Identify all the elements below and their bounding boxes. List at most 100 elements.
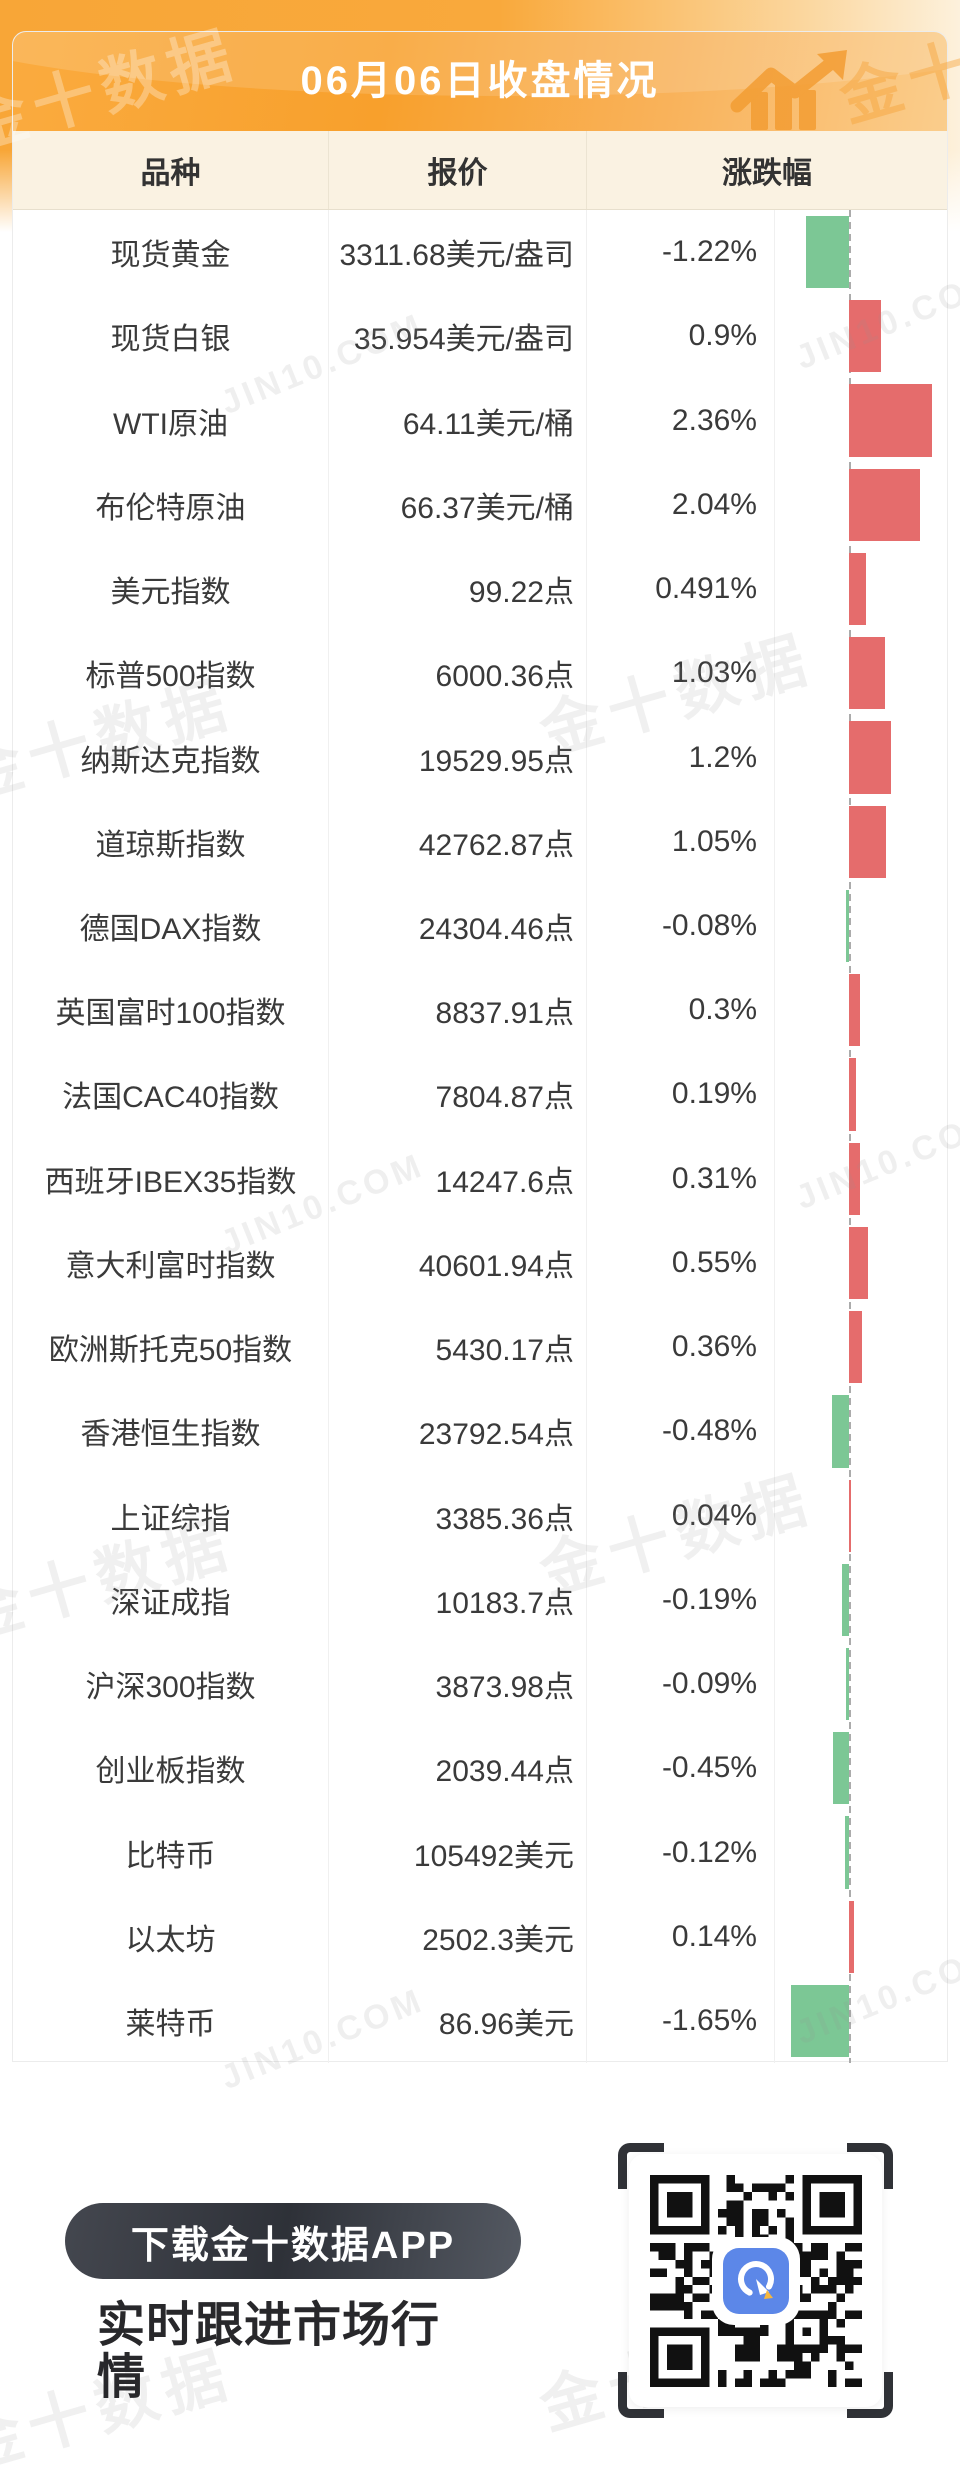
table-row: 道琼斯指数 42762.87点 1.05% xyxy=(13,799,947,884)
quote-cell: 7804.87点 xyxy=(329,1052,587,1137)
trend-chart-icon xyxy=(730,50,847,130)
change-bar-cell xyxy=(775,1558,947,1642)
quote-cell: 14247.6点 xyxy=(329,1136,587,1221)
change-percent-cell: -0.19% xyxy=(587,1557,775,1642)
change-bar-cell xyxy=(775,1305,947,1389)
up-bar xyxy=(849,300,881,373)
change-bar-cell xyxy=(775,1642,947,1726)
qr-corner-bracket-icon xyxy=(618,2143,664,2189)
change-percent-cell: 0.31% xyxy=(587,1136,775,1221)
up-bar xyxy=(849,805,886,878)
up-bar xyxy=(849,1311,862,1384)
quote-cell: 6000.36点 xyxy=(329,631,587,716)
instrument-name-cell: 欧洲斯托克50指数 xyxy=(13,1305,329,1390)
instrument-name-cell: 现货白银 xyxy=(13,294,329,379)
quote-cell: 8837.91点 xyxy=(329,968,587,1053)
download-app-button[interactable]: 下载金十数据APP xyxy=(65,2203,521,2279)
table-row: 现货黄金 3311.68美元/盎司 -1.22% xyxy=(13,210,947,295)
instrument-name-cell: 现货黄金 xyxy=(13,210,329,295)
table-row: 创业板指数 2039.44点 -0.45% xyxy=(13,1726,947,1811)
quote-cell: 5430.17点 xyxy=(329,1305,587,1390)
table-row: 意大利富时指数 40601.94点 0.55% xyxy=(13,1220,947,1306)
quote-cell: 23792.54点 xyxy=(329,1389,587,1474)
down-bar xyxy=(846,889,849,963)
change-bar-cell xyxy=(775,1895,947,1979)
table-row: 美元指数 99.22点 0.491% xyxy=(13,546,947,632)
footer-headline: 实时跟进市场行情 xyxy=(97,2299,441,2404)
instrument-name-cell: 香港恒生指数 xyxy=(13,1389,329,1474)
change-percent-cell: 1.2% xyxy=(587,715,775,800)
change-percent-cell: -1.65% xyxy=(587,1978,775,2064)
up-bar xyxy=(849,384,932,457)
header-instrument: 品种 xyxy=(13,131,329,209)
change-bar-cell xyxy=(775,631,947,715)
quote-cell: 3385.36点 xyxy=(329,1473,587,1558)
instrument-name-cell: 深证成指 xyxy=(13,1557,329,1642)
instrument-name-cell: 标普500指数 xyxy=(13,631,329,716)
table-row: 西班牙IBEX35指数 14247.6点 0.31% xyxy=(13,1136,947,1221)
quote-cell: 99.22点 xyxy=(329,546,587,632)
qr-logo-pad xyxy=(711,2236,800,2325)
change-bar-cell xyxy=(775,1137,947,1221)
instrument-name-cell: 布伦特原油 xyxy=(13,462,329,547)
header-change: 涨跌幅 xyxy=(722,157,812,190)
down-bar xyxy=(845,1647,849,1721)
instrument-name-cell: 创业板指数 xyxy=(13,1726,329,1811)
change-percent-cell: 2.04% xyxy=(587,462,775,547)
change-bar-cell xyxy=(775,800,947,884)
quote-cell: 2039.44点 xyxy=(329,1726,587,1811)
quote-cell: 2502.3美元 xyxy=(329,1894,587,1979)
change-percent-cell: 0.3% xyxy=(587,968,775,1053)
change-percent-cell: 0.491% xyxy=(587,546,775,632)
qr-corner-bracket-icon xyxy=(847,2143,893,2189)
up-bar xyxy=(849,637,886,710)
table-row: 香港恒生指数 23792.54点 -0.48% xyxy=(13,1389,947,1474)
zero-axis-line xyxy=(849,210,851,2063)
change-bar-cell xyxy=(775,1389,947,1473)
qr-corner-bracket-icon xyxy=(847,2372,893,2418)
table-row: 欧洲斯托克50指数 5430.17点 0.36% xyxy=(13,1305,947,1390)
down-bar xyxy=(833,1732,849,1805)
change-bar-cell xyxy=(775,1474,947,1558)
table-row: 现货白银 35.954美元/盎司 0.9% xyxy=(13,294,947,379)
instrument-name-cell: 美元指数 xyxy=(13,546,329,632)
up-bar xyxy=(849,1058,856,1131)
change-percent-cell: 0.9% xyxy=(587,294,775,379)
page-title: 06月06日收盘情况 xyxy=(300,59,660,103)
change-percent-cell: 0.36% xyxy=(587,1305,775,1390)
table-row: 布伦特原油 66.37美元/桶 2.04% xyxy=(13,462,947,547)
change-percent-cell: 1.03% xyxy=(587,631,775,716)
up-bar xyxy=(849,1900,854,1973)
change-bar-cell xyxy=(775,1810,947,1894)
down-bar xyxy=(842,1563,849,1636)
change-percent-cell: 0.14% xyxy=(587,1894,775,1979)
jin10-app-icon xyxy=(722,2247,789,2314)
change-bar-cell xyxy=(775,210,947,294)
up-bar xyxy=(849,1479,851,1552)
table-row: 沪深300指数 3873.98点 -0.09% xyxy=(13,1641,947,1727)
change-percent-cell: -0.09% xyxy=(587,1641,775,1727)
instrument-name-cell: 沪深300指数 xyxy=(13,1641,329,1727)
change-bar-cell xyxy=(775,547,947,631)
change-percent-cell: -1.22% xyxy=(587,210,775,295)
change-bar-cell xyxy=(775,884,947,968)
table-row: 比特币 105492美元 -0.12% xyxy=(13,1810,947,1895)
change-percent-cell: 2.36% xyxy=(587,378,775,463)
down-bar xyxy=(791,1984,849,2058)
table-header-row: 品种 报价 涨跌幅 xyxy=(13,131,947,210)
change-percent-cell: 0.55% xyxy=(587,1220,775,1306)
change-bar-cell xyxy=(775,715,947,799)
table-row: WTI原油 64.11美元/桶 2.36% xyxy=(13,378,947,463)
up-bar xyxy=(849,468,921,541)
table-row: 以太坊 2502.3美元 0.14% xyxy=(13,1894,947,1979)
table-row: 法国CAC40指数 7804.87点 0.19% xyxy=(13,1052,947,1137)
quote-cell: 64.11美元/桶 xyxy=(329,378,587,463)
closing-table-card: 06月06日收盘情况 品种 报价 涨跌幅 现货黄金 3311.68美元/盎司 -1.… xyxy=(12,31,948,2064)
table-body: 现货黄金 3311.68美元/盎司 -1.22% 现货白银 35.954美元/盎司 0.9… xyxy=(13,210,947,2064)
change-bar-cell xyxy=(775,1052,947,1136)
table-row: 纳斯达克指数 19529.95点 1.2% xyxy=(13,715,947,800)
up-bar xyxy=(849,721,891,794)
quote-cell: 86.96美元 xyxy=(329,1978,587,2064)
instrument-name-cell: 德国DAX指数 xyxy=(13,883,329,969)
change-percent-cell: -0.08% xyxy=(587,883,775,969)
